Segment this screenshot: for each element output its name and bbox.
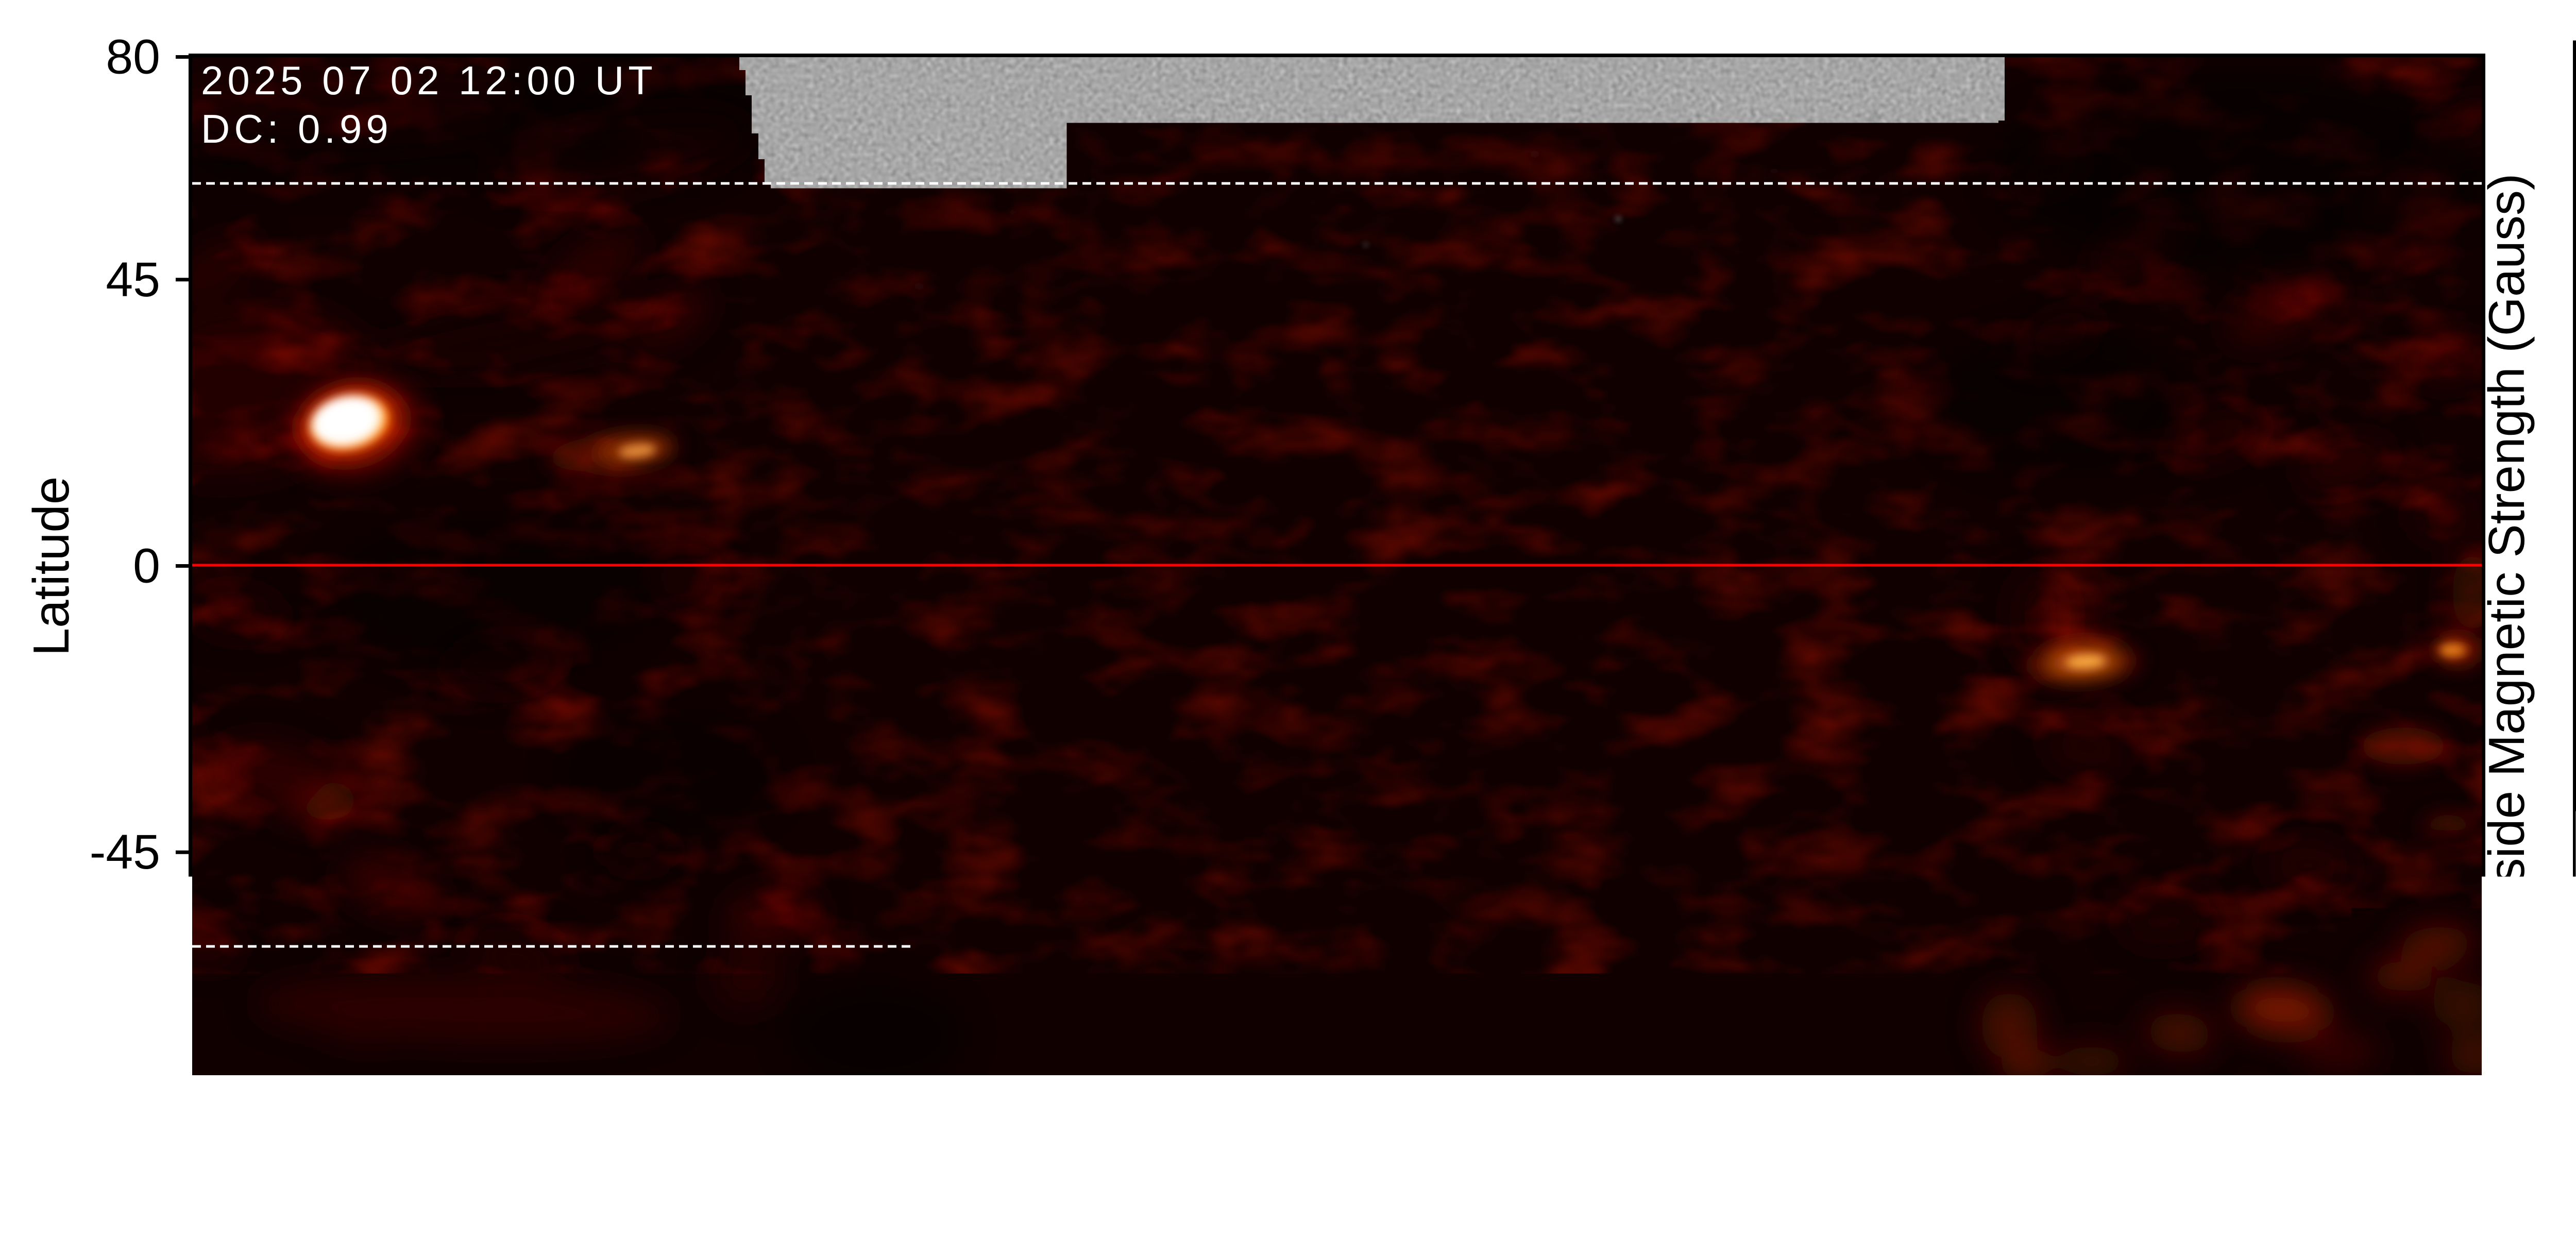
svg-text:0: 0: [133, 539, 160, 593]
svg-text:240: 240: [1677, 1097, 1759, 1152]
svg-text:120: 120: [914, 1097, 996, 1152]
svg-text:60: 60: [547, 1097, 601, 1152]
svg-text:Farside Magnetic Strength (Gau: Farside Magnetic Strength (Gauss): [2478, 173, 2535, 959]
svg-text:45: 45: [106, 252, 160, 307]
svg-text:-45: -45: [90, 825, 160, 879]
svg-text:NISP: NISP: [2349, 982, 2451, 1045]
svg-text:80: 80: [106, 30, 160, 84]
svg-text:300: 300: [2059, 1097, 2141, 1152]
svg-text:Latitude: Latitude: [23, 477, 79, 656]
svg-text:2025 07 02 12:00 UT: 2025 07 02 12:00 UT: [201, 58, 657, 103]
svg-text:360: 360: [2441, 1097, 2523, 1152]
svg-text:Carrington Longitude: Carrington Longitude: [1107, 1157, 1573, 1214]
svg-text:DC: 0.99: DC: 0.99: [201, 106, 393, 151]
svg-text:-80: -80: [90, 1048, 160, 1103]
svg-text:180: 180: [1296, 1097, 1378, 1152]
svg-text:0: 0: [179, 1097, 206, 1152]
